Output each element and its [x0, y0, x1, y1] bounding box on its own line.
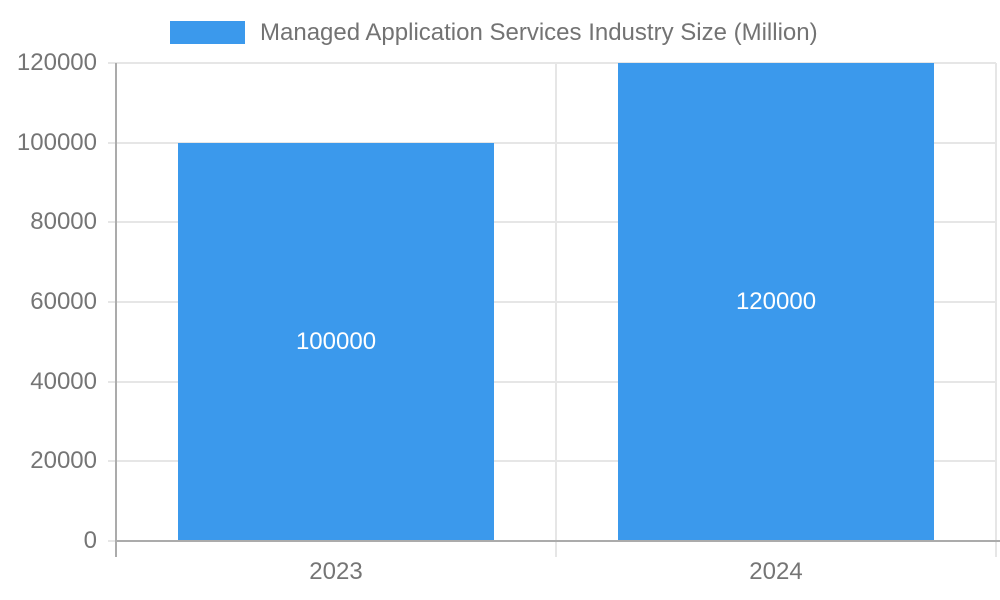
x-axis-tick-label: 2023 [309, 558, 363, 585]
x-axis-tick-label: 2024 [749, 558, 803, 585]
legend-swatch [170, 21, 245, 44]
y-gridline [108, 62, 996, 64]
y-gridline [108, 141, 996, 144]
legend-title: Managed Application Services Industry Si… [260, 19, 818, 46]
category-divider [995, 63, 997, 557]
x-axis-line [115, 540, 1000, 542]
y-gridline [108, 221, 996, 224]
y-gridline [108, 460, 996, 463]
y-gridline [108, 380, 996, 383]
y-axis-line [115, 63, 117, 557]
bar-value-label: 120000 [735, 288, 817, 315]
y-axis-tick-label: 100000 [16, 128, 97, 156]
y-axis-tick-label: 40000 [30, 367, 97, 395]
bar-2024[interactable] [618, 63, 934, 541]
y-gridline [108, 301, 996, 303]
bar-value-label: 100000 [295, 327, 377, 355]
y-axis-tick-label: 20000 [30, 447, 97, 475]
y-axis-tick-label: 0 [83, 527, 97, 554]
y-axis-tick-label: 80000 [30, 208, 97, 236]
bar-2023[interactable] [178, 142, 494, 541]
y-axis-tick-label: 60000 [30, 288, 97, 315]
y-axis-tick-label: 120000 [16, 49, 97, 76]
category-divider [555, 63, 557, 557]
